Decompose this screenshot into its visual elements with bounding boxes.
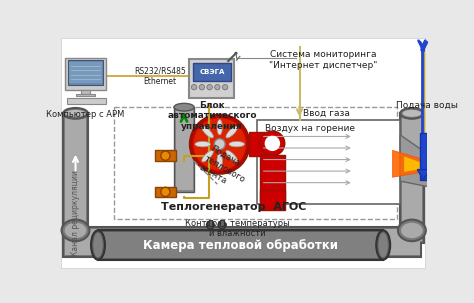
Circle shape	[161, 151, 170, 160]
Ellipse shape	[174, 103, 194, 111]
Text: Теплогенератор  АГОС: Теплогенератор АГОС	[161, 202, 306, 212]
Bar	[400, 113, 423, 243]
Bar	[65, 58, 106, 90]
Ellipse shape	[226, 150, 237, 162]
Polygon shape	[404, 156, 423, 172]
Ellipse shape	[217, 153, 222, 169]
Ellipse shape	[91, 230, 105, 260]
Ellipse shape	[202, 126, 213, 138]
Text: Подача воды: Подача воды	[396, 101, 458, 110]
Circle shape	[264, 136, 280, 151]
Bar	[249, 132, 273, 156]
Ellipse shape	[379, 233, 388, 257]
Circle shape	[214, 139, 225, 150]
Bar	[174, 107, 194, 192]
Polygon shape	[392, 150, 435, 177]
Ellipse shape	[398, 220, 426, 241]
Text: СВЭГА: СВЭГА	[199, 69, 225, 75]
Circle shape	[190, 115, 249, 173]
Text: Контроль температуры
и влажности: Контроль температуры и влажности	[185, 219, 290, 238]
Text: Канал рециркуляции: Канал рециркуляции	[71, 171, 80, 256]
Bar	[155, 150, 176, 161]
Ellipse shape	[195, 142, 210, 147]
Ellipse shape	[401, 223, 423, 238]
Ellipse shape	[217, 119, 222, 135]
Text: RS232/RS485
Ethernet: RS232/RS485 Ethernet	[134, 67, 186, 86]
Circle shape	[191, 85, 197, 90]
Ellipse shape	[62, 220, 90, 241]
Ellipse shape	[226, 126, 237, 138]
Bar	[63, 227, 421, 257]
Text: Блок
автоматического
управления: Блок автоматического управления	[167, 101, 257, 131]
Circle shape	[222, 85, 228, 90]
Bar	[113, 107, 397, 219]
Circle shape	[161, 187, 170, 197]
Text: Компьютер с АРМ: Компьютер с АРМ	[46, 110, 125, 119]
Polygon shape	[417, 170, 430, 180]
Bar	[63, 113, 88, 243]
Bar	[220, 220, 224, 226]
Bar	[155, 187, 176, 197]
Bar	[69, 62, 102, 83]
Bar	[190, 59, 235, 98]
Bar	[67, 98, 106, 104]
Text: Система мониторинга
"Интернет диспетчер": Система мониторинга "Интернет диспетчер"	[269, 50, 377, 70]
Circle shape	[207, 221, 214, 229]
Text: Камера тепловой обработки: Камера тепловой обработки	[143, 239, 338, 252]
Circle shape	[199, 85, 205, 90]
Bar	[64, 229, 419, 255]
Bar	[76, 94, 95, 96]
Bar	[260, 155, 285, 201]
Bar	[192, 62, 231, 81]
Text: Воздух на горение: Воздух на горение	[264, 124, 355, 133]
Circle shape	[215, 85, 220, 90]
Ellipse shape	[63, 108, 88, 119]
Bar	[420, 133, 427, 180]
Bar	[68, 60, 103, 85]
Bar	[98, 230, 383, 260]
Ellipse shape	[376, 230, 390, 260]
Ellipse shape	[93, 233, 103, 257]
Bar	[402, 115, 422, 241]
Bar	[64, 115, 86, 241]
Ellipse shape	[65, 110, 86, 117]
Text: Подача
теплового
агента: Подача теплового агента	[198, 145, 253, 193]
Circle shape	[218, 221, 226, 229]
Ellipse shape	[400, 108, 423, 119]
Bar	[260, 190, 285, 210]
Ellipse shape	[229, 142, 245, 147]
Circle shape	[207, 85, 212, 90]
Polygon shape	[400, 135, 439, 189]
Ellipse shape	[402, 110, 421, 117]
Ellipse shape	[64, 223, 86, 238]
Circle shape	[235, 52, 237, 55]
Ellipse shape	[202, 150, 213, 162]
Bar	[257, 119, 400, 204]
Bar	[100, 232, 382, 258]
Bar	[175, 109, 192, 190]
Circle shape	[193, 118, 246, 170]
Bar	[209, 220, 212, 226]
Ellipse shape	[260, 131, 285, 156]
Bar	[81, 90, 90, 94]
Text: Ввод газа: Ввод газа	[303, 109, 350, 118]
